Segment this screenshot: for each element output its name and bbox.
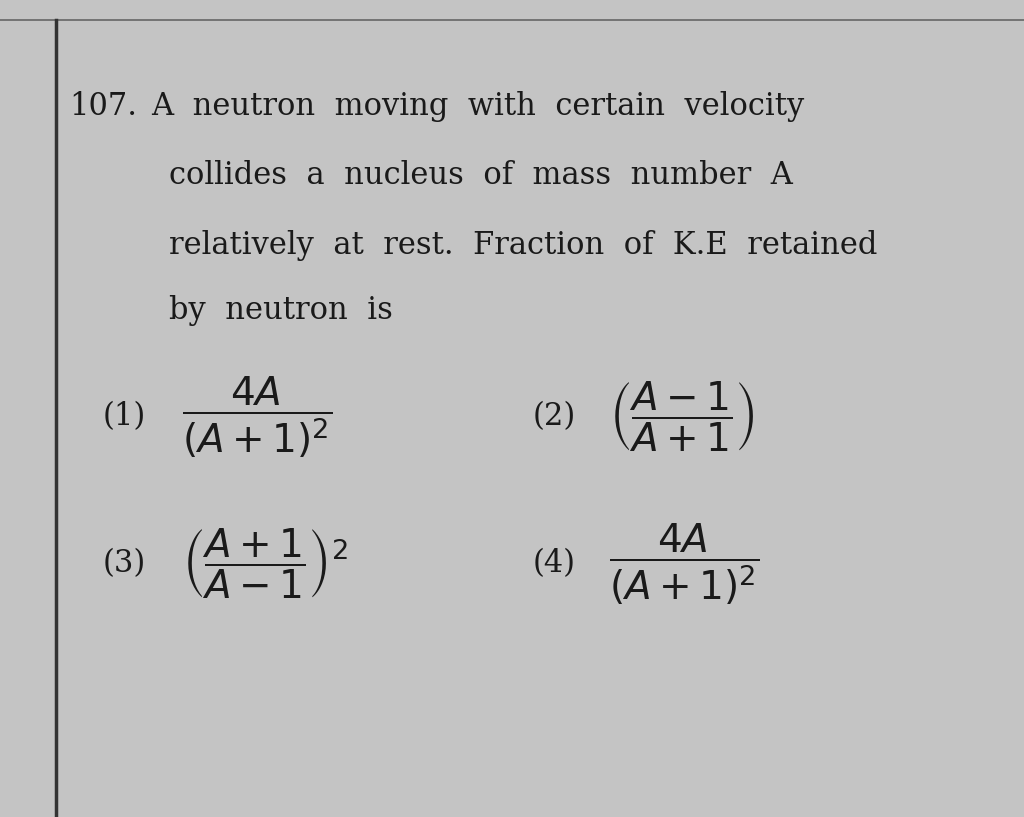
Text: (1): (1) [102,401,145,432]
Text: (3): (3) [102,548,145,579]
Text: (4): (4) [532,548,575,579]
Text: $\dfrac{4A}{(A+1)^{2}}$: $\dfrac{4A}{(A+1)^{2}}$ [182,373,333,460]
Text: relatively  at  rest.  Fraction  of  K.E  retained: relatively at rest. Fraction of K.E reta… [169,230,878,261]
Text: $\left(\dfrac{A-1}{A+1}\right)$: $\left(\dfrac{A-1}{A+1}\right)$ [609,380,755,453]
Text: 107.: 107. [70,91,137,122]
Text: $\left(\dfrac{A+1}{A-1}\right)^{2}$: $\left(\dfrac{A+1}{A-1}\right)^{2}$ [182,527,348,600]
Text: $\dfrac{4A}{(A+1)^{2}}$: $\dfrac{4A}{(A+1)^{2}}$ [609,520,760,607]
Text: A  neutron  moving  with  certain  velocity: A neutron moving with certain velocity [152,91,805,122]
Text: collides  a  nucleus  of  mass  number  A: collides a nucleus of mass number A [169,160,793,191]
Text: by  neutron  is: by neutron is [169,295,393,326]
Text: (2): (2) [532,401,575,432]
